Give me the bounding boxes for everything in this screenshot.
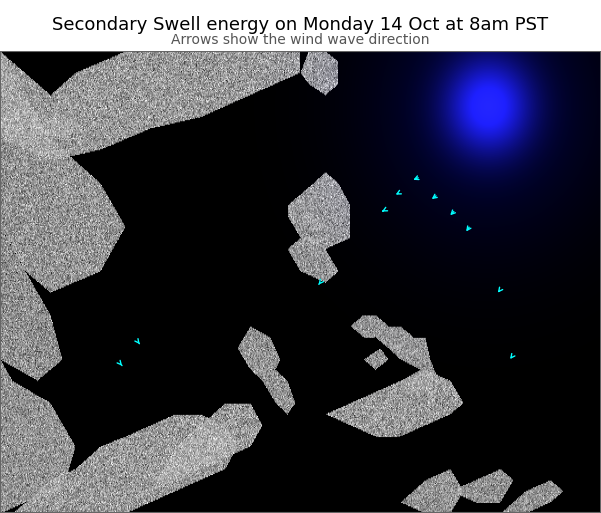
- Text: Arrows show the wind wave direction: Arrows show the wind wave direction: [171, 33, 430, 47]
- Text: Secondary Swell energy on Monday 14 Oct at 8am PST: Secondary Swell energy on Monday 14 Oct …: [52, 16, 549, 34]
